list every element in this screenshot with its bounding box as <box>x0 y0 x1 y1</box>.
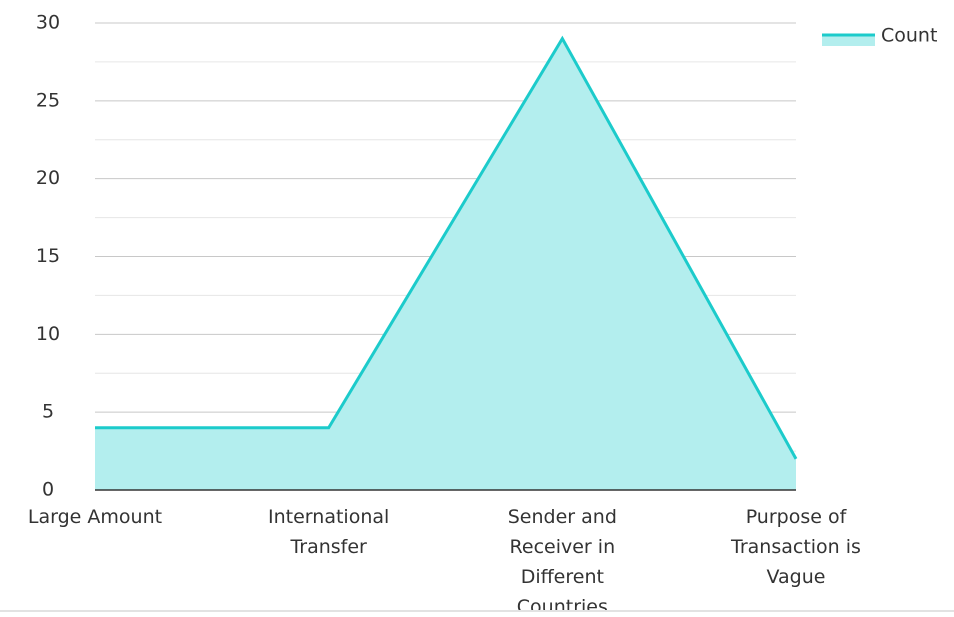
legend-label: Count <box>881 25 937 47</box>
y-tick-label: 0 <box>42 479 54 501</box>
y-tick-label: 10 <box>36 323 60 345</box>
x-tick-label: Sender and Receiver in Different Countri… <box>507 506 617 612</box>
area-fill <box>95 38 796 491</box>
legend-swatch <box>822 34 875 46</box>
x-tick-label: Large Amount <box>27 506 163 528</box>
y-tick-label: 25 <box>36 89 60 111</box>
y-tick-label: 20 <box>36 167 60 189</box>
x-tick-label: International Transfer <box>268 506 390 558</box>
area-line <box>95 35 798 460</box>
y-tick-label: 15 <box>36 245 60 267</box>
x-tick-label: Purpose of Transaction is Vague <box>731 506 861 588</box>
y-tick-label: 30 <box>36 12 60 34</box>
y-tick-label: 5 <box>42 401 54 423</box>
